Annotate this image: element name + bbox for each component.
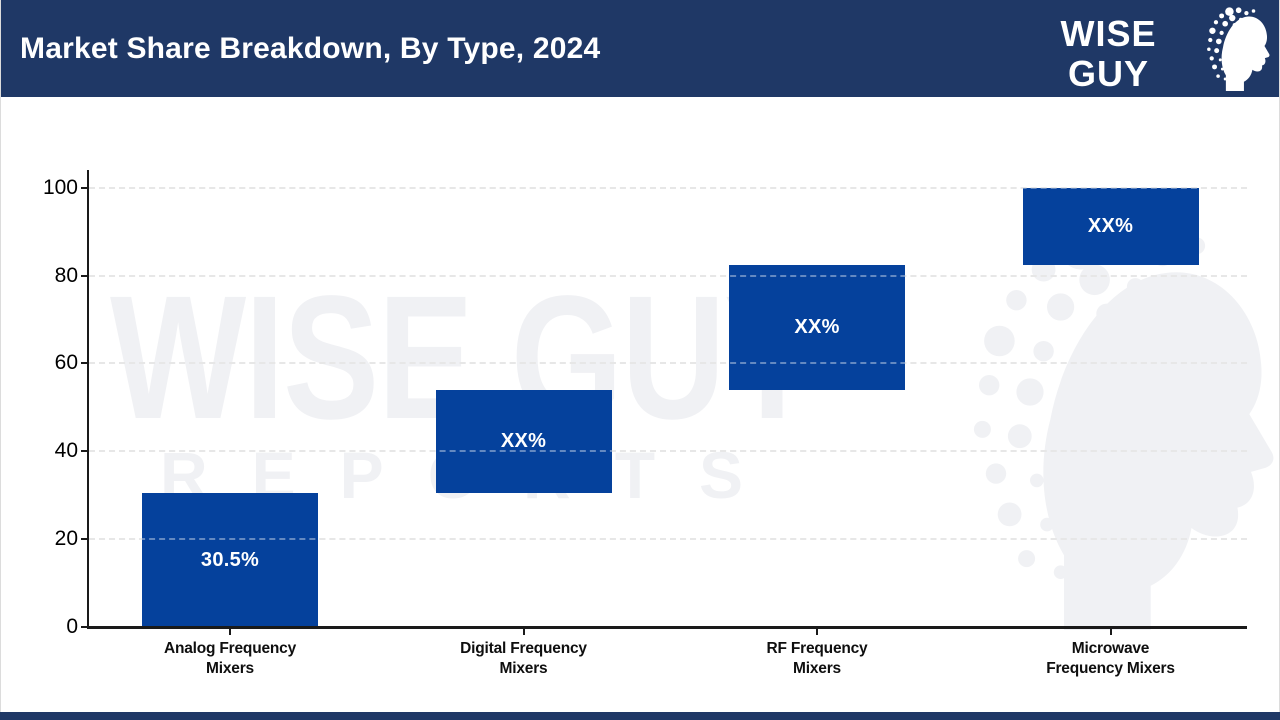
- x-category-label-line: Mixers: [206, 660, 254, 677]
- y-tick-label-80: 80: [54, 263, 78, 287]
- brand-logo: WISE GUY REPORTS: [1017, 0, 1272, 112]
- bar-value-label-3: XX%: [794, 315, 840, 338]
- gridline-80: [89, 274, 1247, 277]
- footer-bar: [0, 712, 1280, 720]
- gridline-overlay-60: [89, 362, 1247, 365]
- gridline-overlay-100: [89, 186, 1247, 189]
- x-axis-line: [87, 626, 1247, 629]
- bar-2: XX%: [435, 389, 612, 494]
- x-category-label-1: Analog Frequency Mixers: [115, 639, 345, 679]
- bar-1: 30.5%: [142, 493, 318, 627]
- x-category-label-line: Digital Frequency: [460, 640, 587, 657]
- x-category-label-line: Mixers: [793, 660, 841, 677]
- bar-value-label-2: XX%: [500, 429, 547, 452]
- page-title: Market Share Breakdown, By Type, 2024: [20, 31, 601, 65]
- gridline-overlay-80: [89, 274, 1247, 277]
- y-tick-mark-0: [81, 626, 87, 628]
- y-tick-mark-80: [81, 274, 87, 277]
- bar-value-label-4: XX%: [1087, 214, 1134, 237]
- gridline-20: [89, 538, 1247, 541]
- logo-brand-text: WISE GUY: [1060, 13, 1157, 94]
- gridline-40: [89, 450, 1247, 453]
- x-category-label-line: Microwave: [1071, 640, 1150, 657]
- x-category-label-3: RF Frequency Mixers: [702, 639, 932, 679]
- x-category-label-line: RF Frequency: [766, 640, 868, 657]
- y-axis-line: [87, 170, 89, 629]
- gridline-60: [89, 362, 1247, 365]
- watermark-head-icon: [973, 228, 1274, 630]
- x-tick-mark-2: [522, 628, 525, 635]
- x-tick-mark-1: [229, 628, 231, 635]
- x-category-label-line: Frequency Mixers: [1046, 660, 1175, 677]
- logo-text: WISE GUY REPORTS: [1017, 13, 1200, 113]
- gridline-overlay-20: [89, 538, 1247, 541]
- logo-sub-text: REPORTS: [1050, 97, 1176, 112]
- y-tick-label-40: 40: [54, 439, 78, 463]
- y-tick-label-60: 60: [54, 351, 78, 375]
- bar-4: XX%: [1022, 187, 1199, 265]
- x-category-label-2: Digital Frequency Mixers: [409, 639, 639, 679]
- logo-head-icon: [1207, 7, 1270, 91]
- y-tick-mark-40: [81, 450, 87, 453]
- y-tick-label-20: 20: [54, 527, 78, 551]
- gridline-overlay-40: [89, 450, 1247, 453]
- y-tick-label-100: 100: [42, 175, 78, 199]
- y-tick-mark-100: [81, 186, 87, 189]
- x-tick-mark-3: [816, 628, 818, 635]
- y-tick-label-0: 0: [66, 615, 78, 638]
- x-tick-mark-4: [1109, 628, 1112, 635]
- x-category-label-4: Microwave Frequency Mixers: [996, 639, 1226, 679]
- y-tick-mark-20: [81, 538, 87, 541]
- bar-value-label-1: 30.5%: [200, 548, 260, 571]
- x-category-label-line: Mixers: [499, 660, 548, 677]
- y-tick-mark-60: [81, 362, 87, 365]
- x-category-label-line: Analog Frequency: [163, 640, 297, 657]
- gridline-100: [89, 186, 1247, 189]
- bar-3: XX%: [729, 264, 905, 390]
- chart-plot-area: WISE GUY REPORTS 30.5%XX%XX%XX%020406080…: [0, 97, 1280, 720]
- header-bar: Market Share Breakdown, By Type, 2024 WI…: [0, 0, 1280, 112]
